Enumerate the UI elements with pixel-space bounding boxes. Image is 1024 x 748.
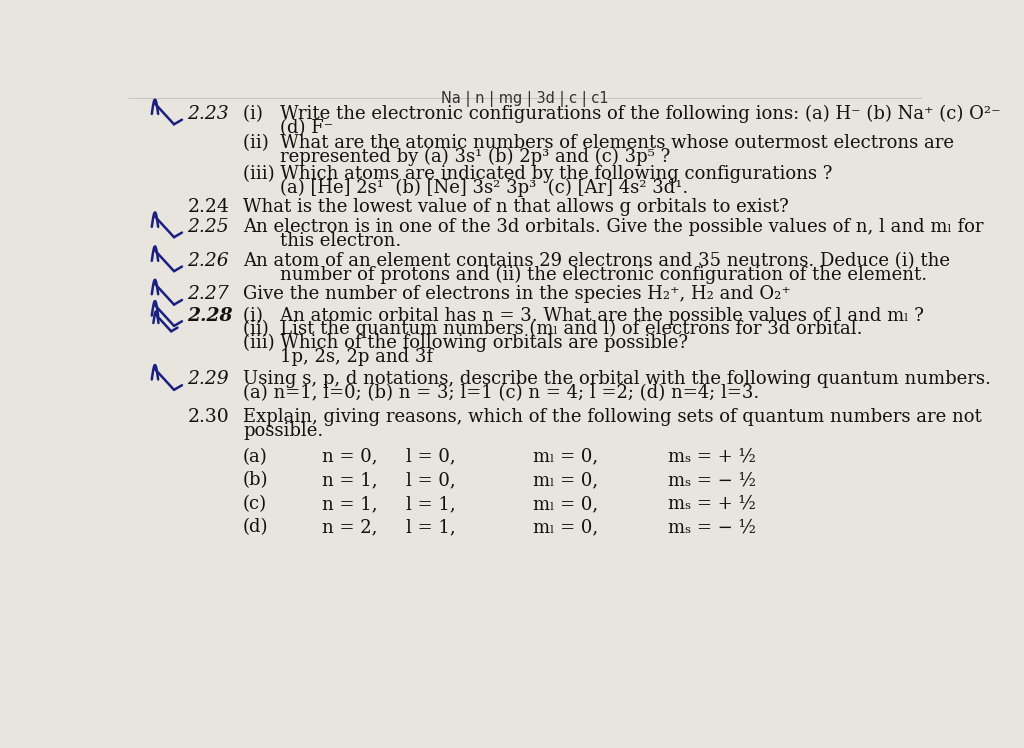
Text: l = 0,: l = 0, xyxy=(406,447,456,466)
Text: (c): (c) xyxy=(243,495,267,513)
Text: 2.23: 2.23 xyxy=(187,105,229,123)
Text: (b): (b) xyxy=(243,471,268,489)
Text: Using s, p, d notations, describe the orbital with the following quantum numbers: Using s, p, d notations, describe the or… xyxy=(243,370,991,388)
Text: What is the lowest value of n that allows g orbitals to exist?: What is the lowest value of n that allow… xyxy=(243,197,788,215)
Text: (ii)  List the quantum numbers (mₗ and l) of electrons for 3d orbital.: (ii) List the quantum numbers (mₗ and l)… xyxy=(243,320,862,339)
Text: 2.24: 2.24 xyxy=(187,197,229,215)
Text: Give the number of electrons in the species H₂⁺, H₂ and O₂⁺: Give the number of electrons in the spec… xyxy=(243,285,791,303)
Text: (i)   An atomic orbital has n = 3. What are the possible values of l and mₗ ?: (i) An atomic orbital has n = 3. What ar… xyxy=(243,307,924,325)
Text: (ii)  What are the atomic numbers of elements whose outermost electrons are: (ii) What are the atomic numbers of elem… xyxy=(243,135,954,153)
Text: (iii) Which of the following orbitals are possible?: (iii) Which of the following orbitals ar… xyxy=(243,334,688,352)
Text: Na | n | mg | 3d | c | c1: Na | n | mg | 3d | c | c1 xyxy=(441,91,608,108)
Text: (a) n=1, l=0; (b) n = 3; l=1 (c) n = 4; l =2; (d) n=4; l=3.: (a) n=1, l=0; (b) n = 3; l=1 (c) n = 4; … xyxy=(243,384,760,402)
Text: n = 2,: n = 2, xyxy=(323,518,378,536)
Text: n = 0,: n = 0, xyxy=(323,447,378,466)
Text: n = 1,: n = 1, xyxy=(323,471,378,489)
Text: 2.26: 2.26 xyxy=(187,252,229,270)
Text: l = 1,: l = 1, xyxy=(406,518,456,536)
Text: n = 1,: n = 1, xyxy=(323,495,378,513)
Text: An atom of an element contains 29 electrons and 35 neutrons. Deduce (i) the: An atom of an element contains 29 electr… xyxy=(243,252,950,270)
Text: 2.27: 2.27 xyxy=(187,285,229,303)
Text: this electron.: this electron. xyxy=(281,232,401,250)
Text: (d) F⁻: (d) F⁻ xyxy=(281,119,334,137)
Text: mₛ = − ½: mₛ = − ½ xyxy=(668,471,756,489)
Text: (i)   Write the electronic configurations of the following ions: (a) H⁻ (b) Na⁺ : (i) Write the electronic configurations … xyxy=(243,105,1000,123)
Text: mₛ = + ½: mₛ = + ½ xyxy=(668,447,756,466)
Text: 2.28: 2.28 xyxy=(187,307,233,325)
Text: 1p, 2s, 2p and 3f: 1p, 2s, 2p and 3f xyxy=(281,348,433,366)
Text: mₗ = 0,: mₗ = 0, xyxy=(532,495,598,513)
Text: mₛ = + ½: mₛ = + ½ xyxy=(668,495,756,513)
Text: represented by (a) 3s¹ (b) 2p³ and (c) 3p⁵ ?: represented by (a) 3s¹ (b) 2p³ and (c) 3… xyxy=(281,148,671,166)
Text: (a) [He] 2s¹  (b) [Ne] 3s² 3p³  (c) [Ar] 4s² 3d¹.: (a) [He] 2s¹ (b) [Ne] 3s² 3p³ (c) [Ar] 4… xyxy=(281,179,688,197)
Text: An electron is in one of the 3d orbitals. Give the possible values of n, l and m: An electron is in one of the 3d orbitals… xyxy=(243,218,984,236)
Text: (d): (d) xyxy=(243,518,268,536)
Text: mₗ = 0,: mₗ = 0, xyxy=(532,518,598,536)
Text: Explain, giving reasons, which of the following sets of quantum numbers are not: Explain, giving reasons, which of the fo… xyxy=(243,408,982,426)
Text: 2.25: 2.25 xyxy=(187,218,229,236)
Text: mₗ = 0,: mₗ = 0, xyxy=(532,447,598,466)
Text: (a): (a) xyxy=(243,447,268,466)
Text: mₗ = 0,: mₗ = 0, xyxy=(532,471,598,489)
Text: number of protons and (ii) the electronic configuration of the element.: number of protons and (ii) the electroni… xyxy=(281,266,928,283)
Text: mₛ = − ½: mₛ = − ½ xyxy=(668,518,756,536)
Text: (iii) Which atoms are indicated by the following configurations ?: (iii) Which atoms are indicated by the f… xyxy=(243,165,833,183)
Text: l = 0,: l = 0, xyxy=(406,471,456,489)
Text: possible.: possible. xyxy=(243,422,324,440)
Text: 2.30: 2.30 xyxy=(187,408,229,426)
Text: 2.29: 2.29 xyxy=(187,370,229,388)
Text: l = 1,: l = 1, xyxy=(406,495,456,513)
